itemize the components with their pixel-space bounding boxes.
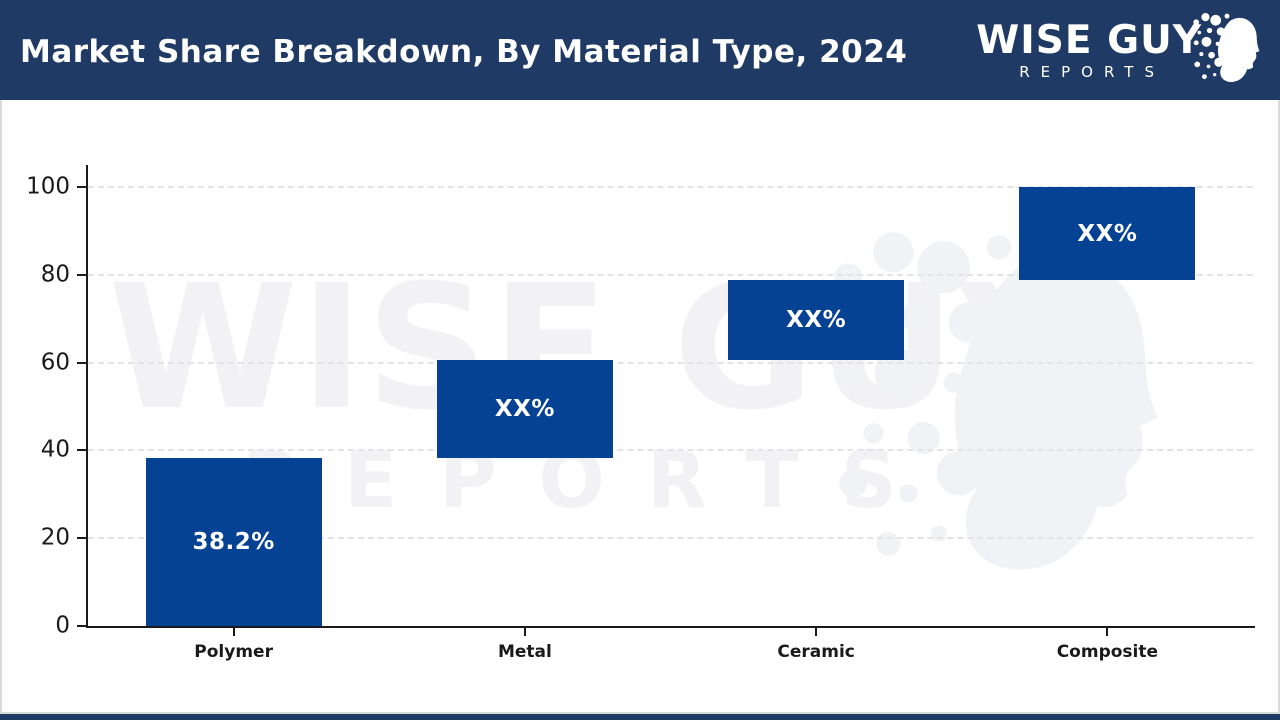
- bar-composite: XX%: [1019, 187, 1196, 281]
- left-border: [0, 100, 2, 714]
- right-border: [1278, 100, 1280, 714]
- plot-area: 0 20 40 60 80 100 38.2% Polymer XX% Metal XX% Ceram…: [26, 165, 1255, 662]
- x-tick-metal: [523, 628, 526, 636]
- y-tick-60: [77, 361, 86, 364]
- y-tick-label-0: 0: [55, 612, 70, 639]
- x-category-label-composite: Composite: [1056, 642, 1159, 662]
- y-tick-40: [77, 449, 86, 452]
- bar-polymer: 38.2%: [145, 458, 322, 626]
- bar-value-label-metal: XX%: [494, 396, 555, 423]
- x-tick-composite: [1106, 628, 1109, 636]
- bar-value-label-ceramic: XX%: [786, 307, 847, 334]
- gridline-80: [88, 273, 1253, 276]
- logo-text: WISE GUY REPORTS: [976, 21, 1202, 80]
- y-tick-0: [77, 625, 86, 627]
- y-tick-label-40: 40: [40, 436, 70, 463]
- gridline-40: [88, 449, 1253, 452]
- y-tick-label-80: 80: [40, 261, 70, 288]
- bar-value-label-polymer: 38.2%: [192, 529, 275, 556]
- bottom-strip: [0, 712, 1280, 720]
- gridline-100: [88, 186, 1253, 188]
- bar-metal: XX%: [436, 359, 613, 459]
- x-axis-spine: [86, 626, 1255, 628]
- x-category-label-ceramic: Ceramic: [777, 642, 855, 662]
- x-tick-ceramic: [815, 628, 818, 636]
- y-tick-label-20: 20: [40, 524, 70, 551]
- gridline-60: [88, 361, 1253, 364]
- bar-ceramic: XX%: [728, 280, 905, 360]
- logo-wiseguy-text: WISE GUY: [976, 17, 1202, 63]
- gridline-20: [88, 537, 1253, 540]
- header-bar: Market Share Breakdown, By Material Type…: [0, 0, 1280, 100]
- wise-guy-reports-logo: WISE GUY REPORTS: [976, 8, 1264, 92]
- y-axis-spine: [86, 165, 88, 626]
- x-category-label-metal: Metal: [497, 642, 552, 662]
- bar-value-label-composite: XX%: [1077, 220, 1138, 247]
- y-tick-label-60: 60: [40, 349, 70, 376]
- x-tick-polymer: [232, 628, 235, 636]
- y-tick-label-100: 100: [26, 173, 70, 200]
- logo-head-icon: [1193, 13, 1260, 82]
- y-tick-100: [77, 186, 86, 188]
- logo-reports-text: REPORTS: [1019, 62, 1165, 81]
- x-category-label-polymer: Polymer: [194, 642, 273, 662]
- y-tick-20: [77, 537, 86, 540]
- y-tick-80: [77, 273, 86, 276]
- page-title: Market Share Breakdown, By Material Type…: [20, 34, 908, 70]
